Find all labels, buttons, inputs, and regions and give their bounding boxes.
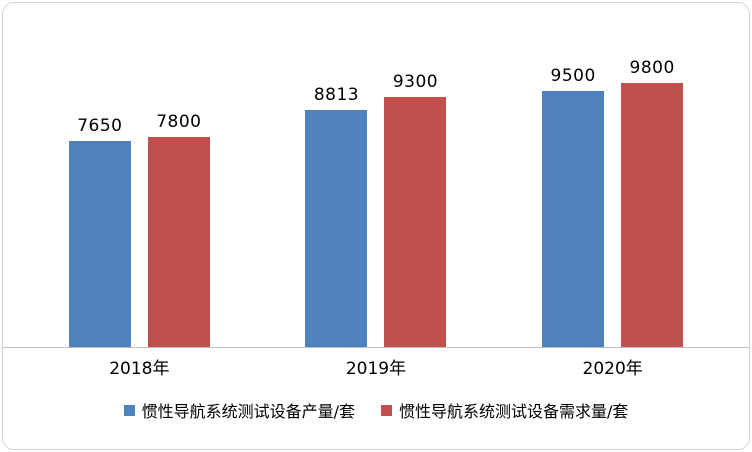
legend-swatch-icon xyxy=(123,404,135,416)
bar-value-label: 9800 xyxy=(629,58,675,78)
bar-value-label: 7650 xyxy=(77,116,123,136)
legend-item: 惯性导航系统测试设备需求量/套 xyxy=(381,398,628,422)
x-axis-tick-label: 2019年 xyxy=(345,358,407,379)
bar xyxy=(621,83,684,348)
legend-item: 惯性导航系统测试设备产量/套 xyxy=(123,398,355,422)
bar-value-label: 9500 xyxy=(550,66,596,86)
x-axis-tick-label: 2018年 xyxy=(109,358,170,379)
bar xyxy=(147,137,210,348)
bar xyxy=(542,91,605,348)
x-axis-labels: 2018年 2019年 2020年 xyxy=(3,348,749,384)
bar-value-label: 7800 xyxy=(156,112,202,132)
bar-with-label: 8813 xyxy=(305,85,368,348)
bar-group: 7650 7800 xyxy=(68,112,210,348)
bar-with-label: 9800 xyxy=(621,58,684,348)
bar xyxy=(305,110,368,348)
bar-with-label: 7650 xyxy=(68,116,131,348)
bar-with-label: 7800 xyxy=(147,112,210,348)
bar-value-label: 9300 xyxy=(392,72,439,92)
bar-with-label: 9500 xyxy=(542,66,605,348)
bar-value-label: 8813 xyxy=(313,85,360,105)
bar xyxy=(384,97,447,348)
bar-group: 8813 9300 xyxy=(305,72,447,348)
x-axis-line xyxy=(3,347,749,348)
x-axis-tick-label: 2020年 xyxy=(582,358,643,379)
legend-swatch-icon xyxy=(381,404,392,416)
bar xyxy=(68,141,131,348)
bar-group: 9500 9800 xyxy=(542,58,684,348)
plot-area: 7650 7800 8813 9300 9500 9800 xyxy=(3,13,749,348)
legend-label: 惯性导航系统测试设备需求量/套 xyxy=(399,402,629,421)
legend-label: 惯性导航系统测试设备产量/套 xyxy=(141,402,355,421)
bar-groups: 7650 7800 8813 9300 9500 9800 xyxy=(3,13,749,348)
chart-legend: 惯性导航系统测试设备产量/套 惯性导航系统测试设备需求量/套 xyxy=(3,398,749,422)
bar-with-label: 9300 xyxy=(384,72,447,348)
